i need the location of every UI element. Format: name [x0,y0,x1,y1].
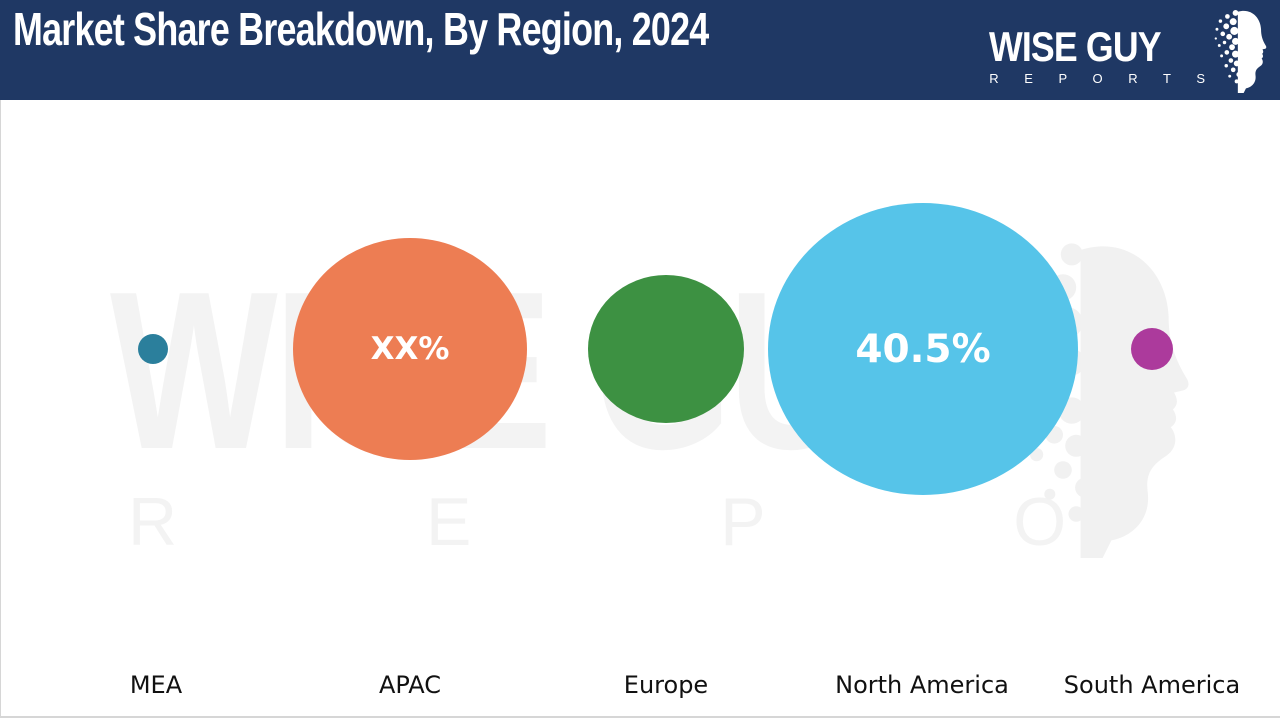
bubble-south-america[interactable] [1131,328,1173,370]
category-label-mea: MEA [129,671,183,699]
bubble-mea[interactable] [138,334,168,364]
category-label-apac: APAC [378,671,442,699]
bubble-europe[interactable] [588,275,744,423]
category-label-south-america: South America [1063,671,1241,699]
bubble-north-america[interactable]: 40.5% [768,203,1078,495]
bubble-apac[interactable]: XX% [293,238,527,460]
category-label-europe: Europe [623,671,709,699]
logo-wordmark: WISE GUY [989,23,1162,70]
category-label-north-america: North America [835,671,1009,699]
header: Market Share Breakdown, By Region, 2024 … [0,0,1280,100]
wise-guy-logo: WISE GUY R E P O R T S [989,6,1268,94]
plot-border [0,100,1280,718]
logo-subtitle: R E P O R T S [989,71,1216,86]
logo-text: WISE GUY R E P O R T S [989,23,1216,87]
page-title: Market Share Breakdown, By Region, 2024 [13,3,709,55]
